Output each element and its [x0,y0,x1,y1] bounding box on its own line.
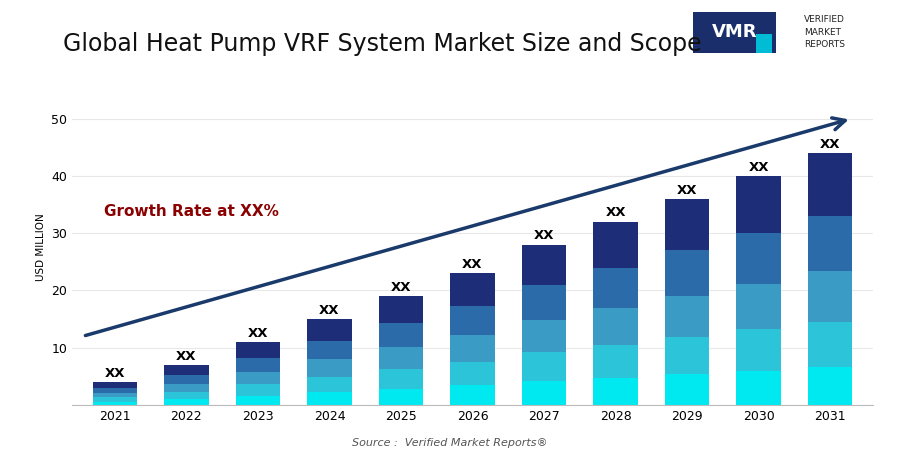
Bar [307,341,352,360]
Bar [165,384,209,392]
Bar [93,382,137,388]
Text: Source :  Verified Market Reports®: Source : Verified Market Reports® [352,438,548,448]
Bar [665,250,709,296]
Bar [522,320,566,352]
Bar [736,284,780,329]
Bar [808,271,852,322]
Text: VERIFIED
MARKET
REPORTS: VERIFIED MARKET REPORTS [804,15,845,50]
Bar [307,392,352,405]
Bar [450,306,495,335]
Bar [379,296,423,324]
Bar [665,296,709,337]
Text: XX: XX [748,161,769,174]
Bar [379,389,423,405]
Bar [808,153,852,216]
Bar [236,358,280,372]
Bar [165,392,209,399]
Bar [593,345,638,378]
Bar [593,222,638,268]
Bar [93,401,137,405]
Text: VMR: VMR [712,23,757,41]
Bar [379,347,423,369]
Bar [522,245,566,285]
Bar [522,352,566,381]
Bar [593,268,638,308]
Text: XX: XX [820,138,841,151]
Bar [236,342,280,358]
Bar [307,377,352,392]
Text: XX: XX [248,327,268,340]
Bar [165,365,209,375]
Text: XX: XX [463,258,482,271]
Text: XX: XX [320,304,339,317]
Y-axis label: USD MILLION: USD MILLION [36,214,46,281]
Bar [236,384,280,396]
Bar [450,385,495,405]
Bar [450,361,495,385]
Bar [665,374,709,405]
Bar [93,388,137,393]
Bar [307,319,352,341]
Bar [450,273,495,306]
Bar [93,393,137,397]
Text: XX: XX [606,207,626,220]
Bar [593,308,638,345]
Text: XX: XX [534,230,554,243]
Bar [165,399,209,405]
Bar [236,396,280,405]
Bar [665,199,709,250]
Bar [665,337,709,374]
Bar [165,375,209,384]
Text: Global Heat Pump VRF System Market Size and Scope: Global Heat Pump VRF System Market Size … [63,32,702,55]
Bar [736,371,780,405]
Bar [379,369,423,389]
Text: XX: XX [104,367,125,380]
Bar [736,233,780,284]
Bar [736,329,780,371]
Bar [450,335,495,361]
Text: XX: XX [391,281,411,294]
Bar [522,381,566,405]
Bar [379,324,423,347]
Bar [808,322,852,367]
Text: XX: XX [176,350,197,363]
Text: Growth Rate at XX%: Growth Rate at XX% [104,204,279,219]
FancyBboxPatch shape [693,12,776,53]
Bar [236,372,280,384]
Bar [522,285,566,320]
Text: XX: XX [677,184,698,197]
Bar [808,367,852,405]
Bar [593,378,638,405]
Bar [307,360,352,377]
Bar [808,216,852,271]
Bar [736,176,780,233]
Bar [93,397,137,401]
FancyBboxPatch shape [756,34,772,53]
